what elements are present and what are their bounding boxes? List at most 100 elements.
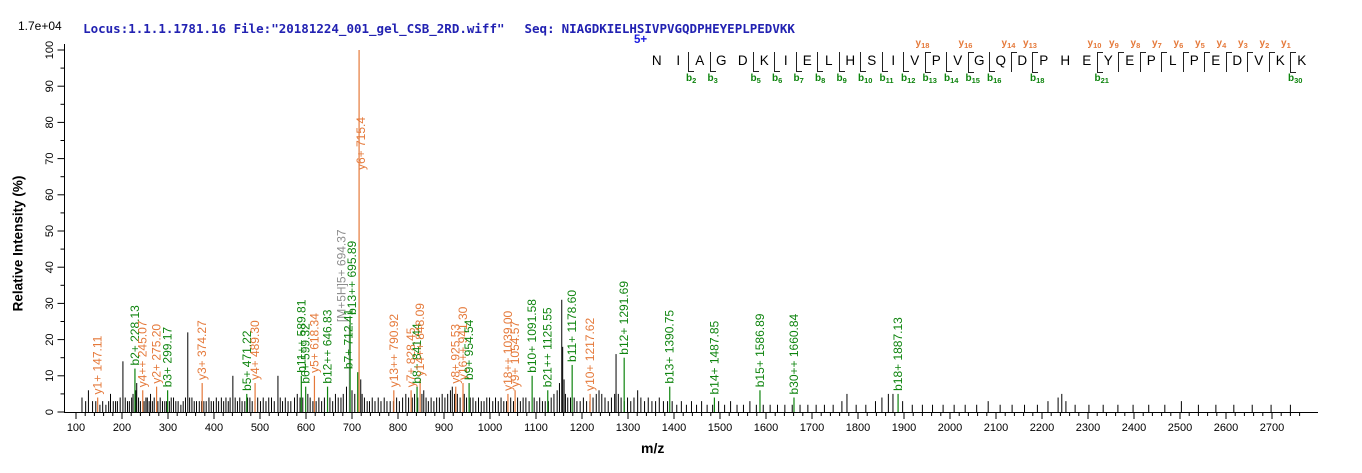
residue-letter: H [845,53,856,68]
peak-label: b15+ 1586.89 [753,313,767,387]
svg-text:1000: 1000 [478,422,502,434]
svg-text:100: 100 [67,422,85,434]
residue-letter: D [737,53,748,68]
svg-text:50: 50 [44,225,56,237]
fragment-boundary-marker [881,52,888,72]
peak-label: b8+ 841.44 [410,323,424,384]
b-ion-label: b8 [815,73,826,86]
svg-text:2000: 2000 [938,422,962,434]
ladder-residue: y18 b13 P [916,39,948,86]
noise-peaks [81,299,1291,412]
fragment-boundary-marker [989,52,995,72]
b-ion-label: b16 [987,73,1002,86]
fragment-boundary-marker [924,52,931,73]
svg-text:900: 900 [435,422,453,434]
residue-letter: V [1254,53,1264,68]
y-ion-label: y10 [1087,38,1102,51]
ladder-residue: b14 V [944,52,969,85]
ladder-residue: b8 L [815,52,840,85]
svg-text:500: 500 [251,422,269,434]
peak-label: b9+ 954.54 [462,319,476,380]
svg-text:200: 200 [113,422,131,434]
residue-letter: I [783,53,788,68]
residue-letter: I [891,53,896,68]
svg-text:2400: 2400 [1122,422,1146,434]
peak-label: y1+ 147.11 [91,335,105,394]
peak-label: b5+ 471.22 [240,330,254,391]
peak-label: y13++ 790.92 [387,314,401,388]
fragment-boundary-marker [795,52,802,72]
peak-label: y2+ 275.20 [150,324,164,384]
ladder-residue: y10 b21 Y [1088,39,1120,86]
svg-text:1200: 1200 [570,422,594,434]
svg-text:100: 100 [44,41,56,59]
peak-label: b12++ 646.83 [321,309,335,383]
ladder-residue: y13 b18 P [1023,39,1055,86]
ladder-residue: H [1055,52,1077,74]
svg-text:0: 0 [44,409,56,415]
fragment-boundary-marker [817,52,823,72]
header-seq-label: Seq: [524,21,555,36]
peak-label: y18++ 1039.00 [501,310,515,390]
x-axis-title: m/z [641,440,665,456]
peak-label: y10+ 1217.62 [583,318,597,391]
peak-label: b2+ 228.13 [128,305,142,366]
fragment-boundary-marker [1010,52,1017,72]
ladder-residue: E [1076,52,1098,74]
residue-letter: P [1189,53,1199,68]
peak-label: [M+5H]5+ 694.37 [334,229,348,322]
y-axis-title: Relative Intensity (%) [10,175,26,312]
residue-letter: K [1297,53,1307,68]
b-ion-label: b10 [858,73,873,86]
residue-letter: I [676,53,681,68]
b-ion-label: b6 [772,73,783,86]
peak-label: y9+ 1054.57 [508,321,522,388]
fragment-boundary-marker [1247,52,1253,72]
residue-letter: P [1146,53,1156,68]
ladder-residue: I [668,52,690,74]
peak-label: y14++ 848.09 [413,303,427,377]
ladder-residue: y4 D [1217,39,1249,74]
svg-text:60: 60 [44,189,56,201]
residue-letter: Q [995,53,1006,68]
ladder-residue: b5 K [751,52,776,85]
fragment-boundary-marker [946,52,952,72]
svg-text:70: 70 [44,152,56,164]
b-ion-label: b7 [793,73,804,86]
peak-label: b13+ 1390.75 [663,310,677,384]
y-ion-label: y4 [1216,38,1227,51]
y-ion-label: y18 [915,38,930,51]
peak-label: y7+ 828.45 [404,327,418,387]
residue-letter: G [715,53,727,68]
peak-label: b30++ 1660.84 [787,313,801,394]
ladder-residue: y9 E [1109,39,1141,74]
b-ion-label: b14 [944,73,959,86]
svg-text:40: 40 [44,261,56,273]
residue-letter: V [910,53,920,68]
residue-letter: E [1125,53,1135,68]
ladder-residue: b6 I [772,52,797,85]
y-ion-label: y9 [1109,38,1119,51]
residue-letter: V [953,53,963,68]
svg-text:400: 400 [205,422,223,434]
ladder-residue: b11 I [880,52,905,85]
fragment-boundary-marker [752,52,759,72]
peak-label: b3+ 299.17 [161,327,175,388]
residue-letter: E [1082,53,1092,68]
fragment-peaks [97,50,899,412]
svg-text:1800: 1800 [846,422,870,434]
residue-letter: H [1060,53,1071,68]
peak-label: b11+ 1178.60 [565,290,579,362]
fragment-boundary-marker [1290,52,1296,73]
peak-label: b18+ 1887.13 [891,317,905,391]
ladder-residue: b10 S [858,52,883,85]
svg-text:700: 700 [343,422,361,434]
b-ion-label: b12 [901,73,916,86]
svg-text:10: 10 [44,370,56,382]
fragment-boundary-marker [709,52,716,72]
svg-text:1700: 1700 [800,422,824,434]
svg-text:800: 800 [389,422,407,434]
ladder-residue: N [646,52,668,74]
fragment-boundary-marker [860,52,866,72]
